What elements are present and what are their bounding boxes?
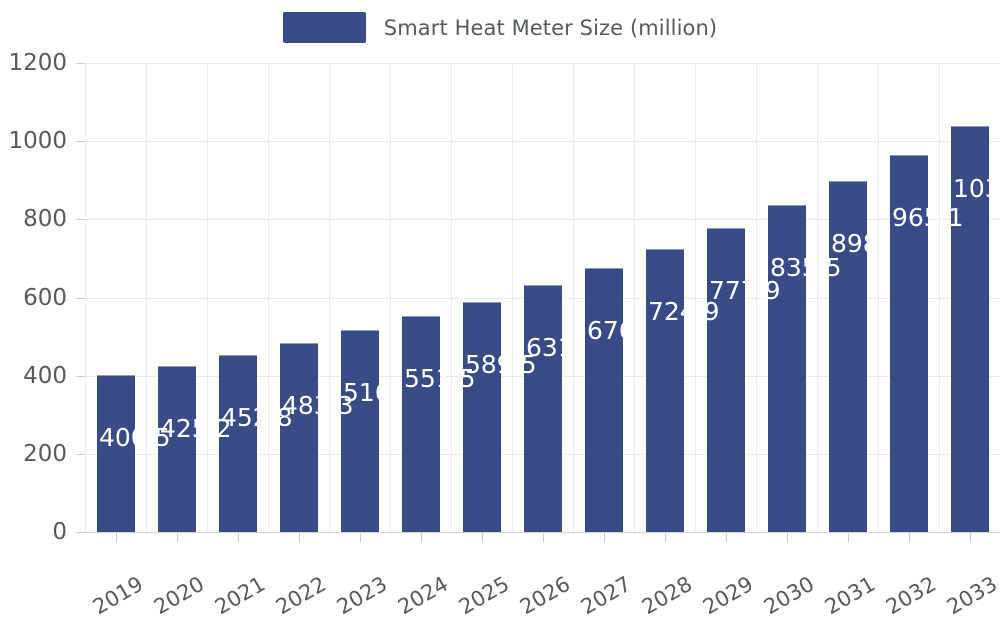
- chart-root: Smart Heat Meter Size (million) 0 200 400 6…: [0, 12, 1000, 619]
- bar-value-label: 898: [831, 229, 879, 258]
- x-axis-tick: [665, 532, 666, 542]
- x-axis-label: 2019: [88, 571, 148, 619]
- bar-value-label: 425.2: [160, 414, 232, 443]
- gridline-horizontal: [85, 219, 1000, 221]
- x-axis-label: 2022: [271, 571, 331, 619]
- legend-series-label: Smart Heat Meter Size (million): [383, 15, 718, 40]
- bar-value-label: 777.9: [709, 276, 781, 305]
- gridline-vertical: [512, 63, 513, 532]
- x-axis-tick: [787, 532, 788, 542]
- gridline-vertical: [817, 63, 818, 532]
- y-axis-tick: [76, 63, 85, 64]
- bar[interactable]: [951, 126, 989, 532]
- gridline-vertical: [573, 63, 574, 532]
- legend-color-swatch[interactable]: [282, 12, 366, 43]
- x-axis-tick: [482, 532, 483, 542]
- y-axis-tick: [76, 453, 85, 455]
- bar[interactable]: [646, 249, 684, 532]
- bar-value-label: 516: [343, 378, 391, 407]
- y-axis-tick: [76, 141, 85, 143]
- bar-value-label: 589.5: [465, 350, 537, 379]
- x-axis-tick: [238, 532, 239, 542]
- gridline-vertical: [146, 63, 147, 532]
- x-axis-label: 2028: [637, 571, 697, 619]
- x-axis-tick: [299, 532, 300, 542]
- x-axis-tick: [909, 532, 910, 542]
- bar-value-label: 400.5: [99, 423, 171, 452]
- gridline-vertical: [695, 63, 696, 532]
- y-axis-label: 1000: [8, 128, 67, 155]
- gridline-vertical: [207, 63, 208, 532]
- bar-value-label: 724.9: [648, 297, 720, 326]
- x-axis-label: 2033: [942, 571, 1000, 619]
- bar[interactable]: [524, 285, 562, 532]
- gridline-vertical: [268, 63, 269, 532]
- bar-value-label: 452.8: [221, 403, 293, 432]
- x-axis-label: 2027: [576, 571, 636, 619]
- y-axis-label: 200: [23, 440, 67, 467]
- y-axis-label: 800: [23, 206, 67, 233]
- gridline-vertical: [939, 63, 940, 532]
- plot-area: 0 200 400 600 800 1000 1200 2019 2020 2021 2022 20…: [8, 50, 1000, 619]
- bar-value-label: 483.3: [282, 391, 354, 420]
- bar[interactable]: [402, 316, 440, 532]
- bar-value-label: 551.5: [404, 364, 476, 393]
- x-axis-tick: [421, 532, 422, 542]
- y-axis-tick: [76, 532, 85, 533]
- y-axis-tick: [76, 375, 85, 377]
- x-axis-tick: [116, 532, 117, 542]
- gridline-vertical: [85, 63, 86, 532]
- x-axis-label: 2020: [149, 571, 209, 619]
- x-axis-label: 2025: [454, 571, 514, 619]
- bar[interactable]: [890, 155, 928, 532]
- gridline-vertical: [634, 63, 635, 532]
- gridline-vertical: [329, 63, 330, 532]
- x-axis-label: 2026: [515, 571, 575, 619]
- bar[interactable]: [280, 343, 318, 532]
- bar[interactable]: [219, 355, 257, 532]
- gridline-horizontal: [85, 141, 1000, 143]
- gridline-vertical: [451, 63, 452, 532]
- chart-legend: Smart Heat Meter Size (million): [0, 12, 1000, 43]
- gridline-vertical: [756, 63, 757, 532]
- y-axis-label: 0: [52, 519, 67, 545]
- bar[interactable]: [585, 268, 623, 532]
- x-axis-label: 2024: [393, 571, 453, 619]
- x-axis-label: 2021: [210, 571, 270, 619]
- x-axis-line: [85, 532, 1000, 533]
- y-axis-label: 600: [23, 284, 67, 311]
- bar[interactable]: [768, 205, 806, 532]
- bar-value-label: 676: [587, 316, 635, 345]
- x-axis-tick: [543, 532, 544, 542]
- gridline-vertical: [878, 63, 879, 532]
- gridline-horizontal: [85, 63, 1000, 64]
- gridline-vertical: [390, 63, 391, 532]
- x-axis-tick: [604, 532, 605, 542]
- bar-value-label: 835.5: [770, 253, 842, 282]
- x-axis-tick: [177, 532, 178, 542]
- x-axis-tick: [970, 532, 971, 542]
- bar[interactable]: [158, 366, 196, 532]
- bar[interactable]: [829, 181, 867, 532]
- x-axis-label: 2032: [881, 571, 941, 619]
- bar-value-label: 1039: [953, 174, 1000, 203]
- bar-value-label: 631: [526, 333, 574, 362]
- bar[interactable]: [707, 228, 745, 532]
- x-axis-label: 2029: [698, 571, 758, 619]
- y-axis-label: 400: [23, 362, 67, 389]
- bar[interactable]: [341, 330, 379, 532]
- x-axis-label: 2030: [759, 571, 819, 619]
- x-axis-tick: [360, 532, 361, 542]
- x-axis-tick: [848, 532, 849, 542]
- x-axis-tick: [726, 532, 727, 542]
- y-axis-tick: [76, 219, 85, 221]
- x-axis-label: 2023: [332, 571, 392, 619]
- bar[interactable]: [97, 375, 135, 532]
- x-axis-label: 2031: [820, 571, 880, 619]
- y-axis-label: 1200: [8, 50, 67, 76]
- bar-value-label: 965.1: [892, 203, 964, 232]
- y-axis-tick: [76, 297, 85, 299]
- bar-value-labels: 400.5 425.2 452.8 483.3 516 551.5 589.5 631 676 7…: [85, 63, 1000, 532]
- bar[interactable]: [463, 302, 501, 532]
